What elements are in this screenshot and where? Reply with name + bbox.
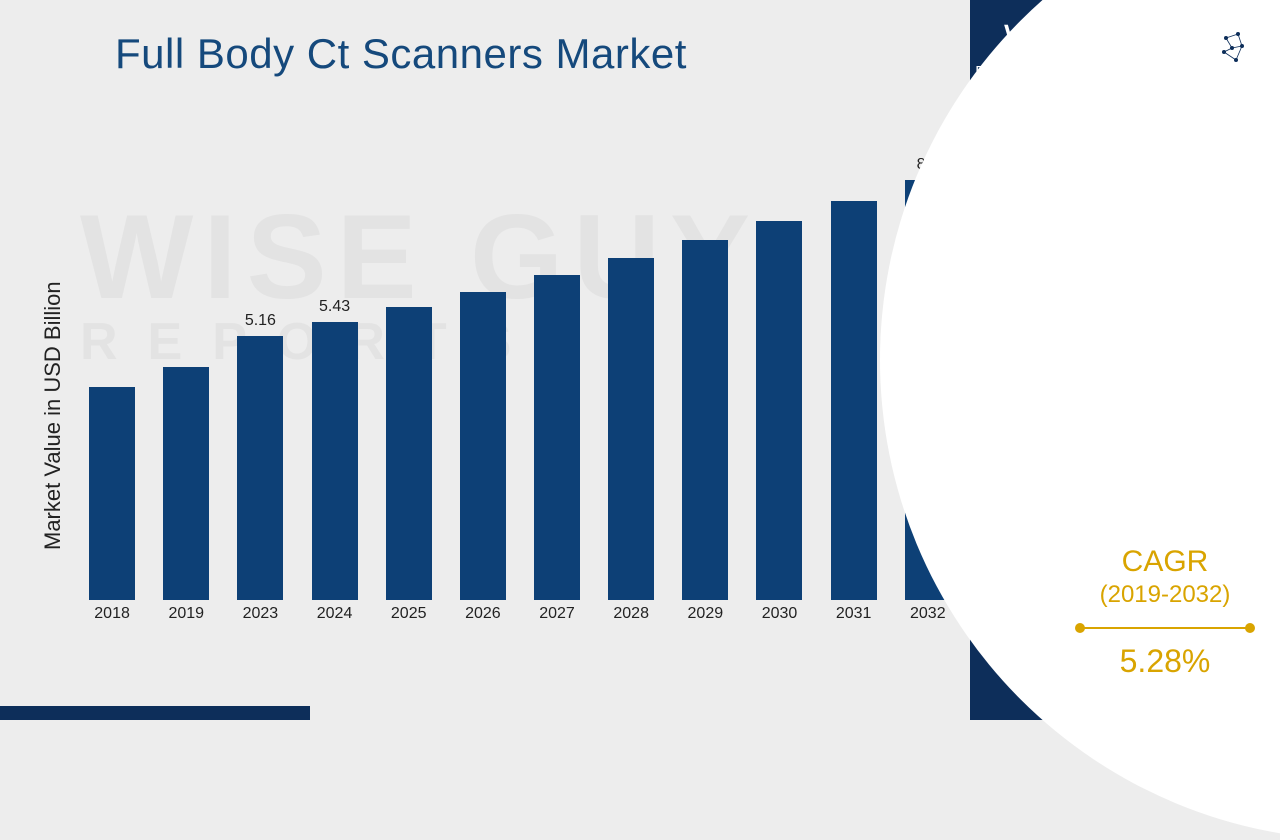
plot-region: 5.165.438.2 [75, 160, 965, 600]
bar [831, 201, 877, 600]
x-tick-label: 2026 [446, 605, 520, 623]
bar [89, 387, 135, 600]
bar [386, 307, 432, 600]
x-tick-label: 2029 [668, 605, 742, 623]
x-axis-labels: 2018201920232024202520262027202820292030… [75, 605, 965, 623]
bar [237, 336, 283, 600]
bar-value-label: 5.43 [319, 298, 350, 318]
chart-title: Full Body Ct Scanners Market [115, 30, 687, 78]
cagr-label: CAGR [1050, 545, 1280, 579]
x-tick-label: 2023 [223, 605, 297, 623]
x-tick-label: 2030 [742, 605, 816, 623]
brand-main-text: WISE GUY [1004, 18, 1202, 61]
bar-wrap [668, 216, 742, 600]
brand-sub-text: R E P O R T S [975, 63, 1202, 80]
bars-container: 5.165.438.2 [75, 160, 965, 600]
bar-wrap [817, 177, 891, 600]
bar-wrap [446, 268, 520, 600]
y-axis-label: Market Value in USD Billion [40, 281, 66, 550]
bar-wrap [75, 363, 149, 600]
x-tick-label: 2031 [817, 605, 891, 623]
bar-wrap [520, 251, 594, 600]
cagr-value: 5.28% [1050, 643, 1280, 680]
bar [756, 221, 802, 600]
x-tick-label: 2025 [372, 605, 446, 623]
bar [534, 275, 580, 600]
x-tick-label: 2018 [75, 605, 149, 623]
bar-wrap [742, 197, 816, 600]
bar [163, 367, 209, 600]
bar-wrap: 5.16 [223, 312, 297, 600]
bar [608, 258, 654, 600]
x-tick-label: 2019 [149, 605, 223, 623]
right-panel: WISE GUY R E P O R T S [970, 0, 1280, 720]
bar [460, 292, 506, 600]
cagr-block: CAGR (2019-2032) 5.28% [1050, 545, 1280, 680]
x-tick-label: 2027 [520, 605, 594, 623]
x-tick-label: 2028 [594, 605, 668, 623]
x-tick-label: 2024 [298, 605, 372, 623]
bar-wrap: 5.43 [298, 298, 372, 600]
footer-accent-bar [0, 706, 310, 720]
bar-wrap [372, 283, 446, 600]
cagr-divider [1080, 627, 1250, 629]
bar-value-label: 5.16 [245, 312, 276, 332]
bar [312, 322, 358, 600]
chart-area: WISE GUYREPORTS Full Body Ct Scanners Ma… [0, 0, 970, 720]
brand-head-icon [1208, 18, 1260, 86]
brand-block: WISE GUY R E P O R T S [975, 18, 1260, 86]
bar-wrap [149, 343, 223, 600]
cagr-period: (2019-2032) [1050, 581, 1280, 609]
bar [682, 240, 728, 600]
bar-wrap [594, 234, 668, 600]
